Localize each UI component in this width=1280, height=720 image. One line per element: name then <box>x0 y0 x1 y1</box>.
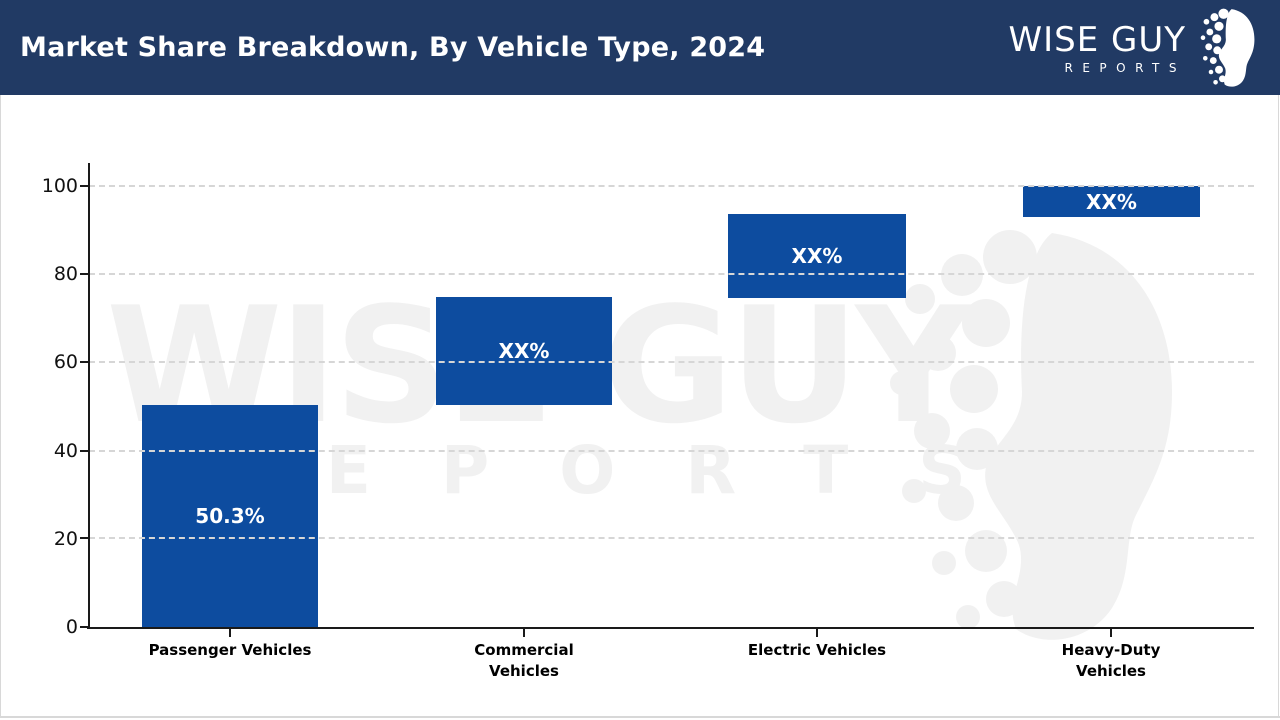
gridline-40 <box>89 450 1254 452</box>
logo-text: WISE GUY REPORTS <box>1008 23 1186 74</box>
y-tick <box>80 361 88 363</box>
gridline-20 <box>89 537 1254 539</box>
y-tick-label: 60 <box>53 351 78 373</box>
y-tick <box>80 626 88 628</box>
y-tick-label: 40 <box>53 440 78 462</box>
x-category-label-passenger: Passenger Vehicles <box>120 640 340 661</box>
y-tick <box>80 185 88 187</box>
bar-value-label: XX% <box>1086 189 1137 214</box>
gridline-100 <box>89 185 1254 187</box>
watermark-face-icon <box>890 230 1172 640</box>
gridline-60 <box>89 361 1254 363</box>
x-tick <box>229 629 231 637</box>
x-axis-line <box>87 627 1254 629</box>
category-label-line: Vehicles <box>489 662 559 680</box>
y-axis-line <box>88 163 90 629</box>
y-tick-label: 20 <box>53 528 78 550</box>
page-border-bottom <box>0 716 1280 718</box>
y-tick-label: 100 <box>41 175 78 197</box>
x-tick <box>523 629 525 637</box>
watermark-subtitle: REPORTS <box>205 432 1036 509</box>
bar-passenger-vehicles: 50.3% <box>142 405 318 627</box>
category-label-line: Passenger Vehicles <box>148 641 312 659</box>
category-label-line: Vehicles <box>1076 662 1146 680</box>
bar-electric-vehicles: XX% <box>728 214 906 298</box>
page-border-left <box>0 95 1 717</box>
category-label-line: Heavy-Duty <box>1061 641 1161 659</box>
x-tick <box>1110 629 1112 637</box>
category-label-line: Commercial <box>474 641 574 659</box>
wise-guy-reports-logo: WISE GUY REPORTS <box>1008 6 1266 90</box>
x-category-label-commercial: Commercial Vehicles <box>414 640 634 682</box>
header-bar: Market Share Breakdown, By Vehicle Type,… <box>0 0 1280 95</box>
bar-value-label: 50.3% <box>195 504 265 528</box>
y-tick-label: 0 <box>65 616 78 638</box>
gridline-80 <box>89 273 1254 275</box>
y-tick <box>80 450 88 452</box>
y-tick-label: 80 <box>53 263 78 285</box>
bar-value-label: XX% <box>498 339 550 363</box>
y-tick <box>80 537 88 539</box>
x-category-label-electric: Electric Vehicles <box>707 640 927 661</box>
dotted-face-icon <box>1200 8 1255 87</box>
bar-value-label: XX% <box>791 244 843 268</box>
x-category-label-heavy-duty: Heavy-Duty Vehicles <box>1001 640 1221 682</box>
bar-heavy-duty-vehicles: XX% <box>1023 186 1200 217</box>
x-tick <box>816 629 818 637</box>
page-border-right <box>1278 95 1279 717</box>
logo-wordmark: WISE GUY <box>1008 19 1186 60</box>
y-tick <box>80 273 88 275</box>
category-label-line: Electric Vehicles <box>747 641 887 659</box>
logo-subtitle: REPORTS <box>1064 60 1186 75</box>
page-title: Market Share Breakdown, By Vehicle Type,… <box>20 32 766 63</box>
bar-commercial-vehicles: XX% <box>436 297 612 405</box>
